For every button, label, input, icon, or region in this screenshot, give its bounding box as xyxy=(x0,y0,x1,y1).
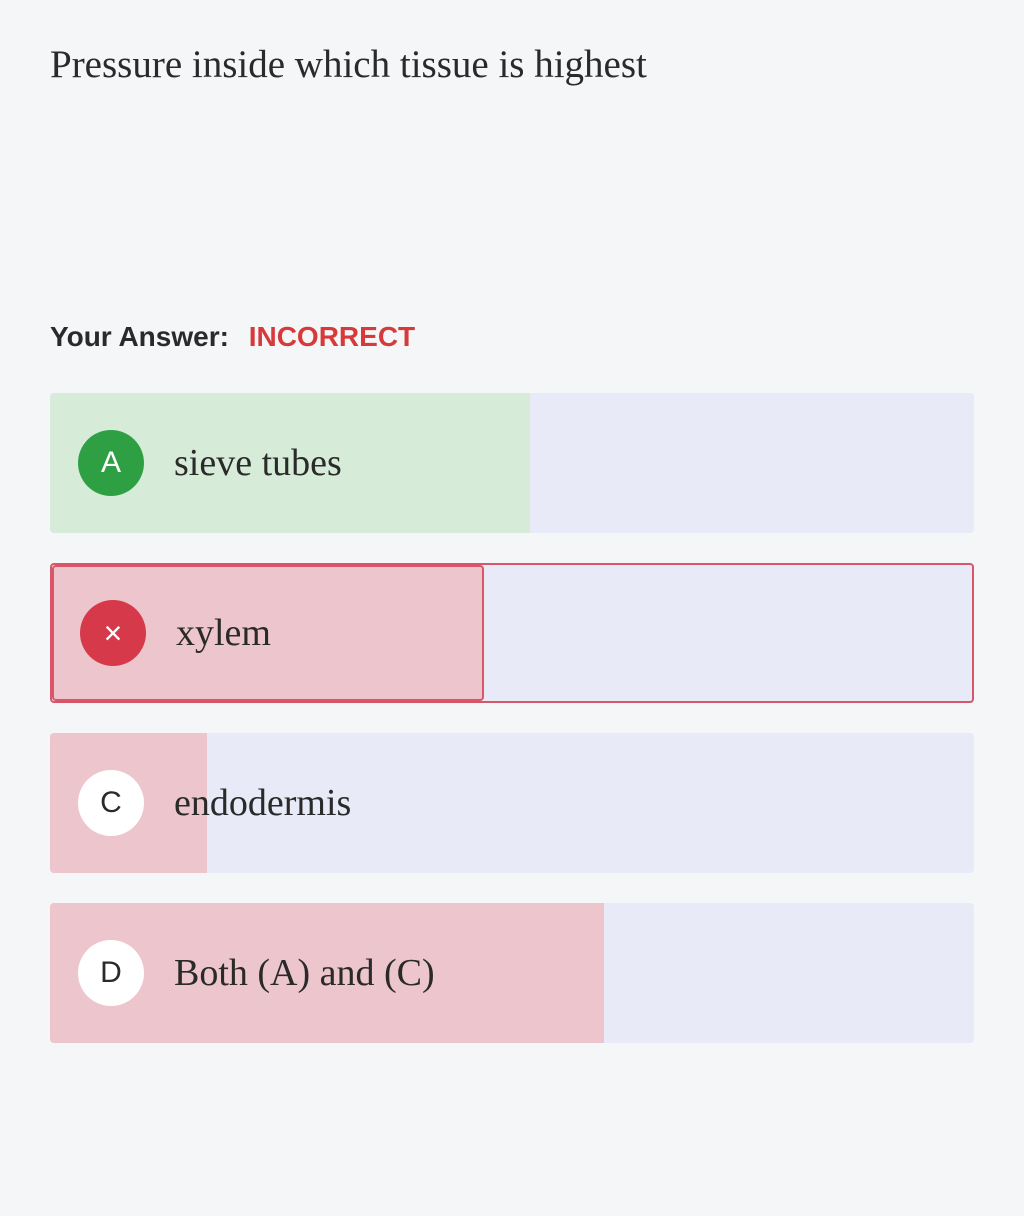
cross-icon: × xyxy=(104,617,123,649)
answer-status-value: INCORRECT xyxy=(249,321,415,352)
option-a[interactable]: A sieve tubes xyxy=(50,393,974,533)
option-a-badge: A xyxy=(78,430,144,496)
option-b-label: xylem xyxy=(176,611,271,655)
option-a-label: sieve tubes xyxy=(174,441,342,485)
answer-status-label: Your Answer: xyxy=(50,321,229,352)
options-container: A sieve tubes × xylem C endodermis D Bot… xyxy=(50,393,974,1043)
option-b[interactable]: × xylem xyxy=(50,563,974,703)
option-d-badge: D xyxy=(78,940,144,1006)
option-c-label: endodermis xyxy=(174,781,351,825)
option-d[interactable]: D Both (A) and (C) xyxy=(50,903,974,1043)
option-b-badge: × xyxy=(80,600,146,666)
answer-status: Your Answer: INCORRECT xyxy=(50,321,974,353)
option-b-content: × xylem xyxy=(52,600,271,666)
question-text: Pressure inside which tissue is highest xyxy=(50,40,974,91)
option-c-badge: C xyxy=(78,770,144,836)
option-c[interactable]: C endodermis xyxy=(50,733,974,873)
option-d-content: D Both (A) and (C) xyxy=(50,940,435,1006)
option-c-content: C endodermis xyxy=(50,770,351,836)
option-d-label: Both (A) and (C) xyxy=(174,951,435,995)
option-a-content: A sieve tubes xyxy=(50,430,342,496)
